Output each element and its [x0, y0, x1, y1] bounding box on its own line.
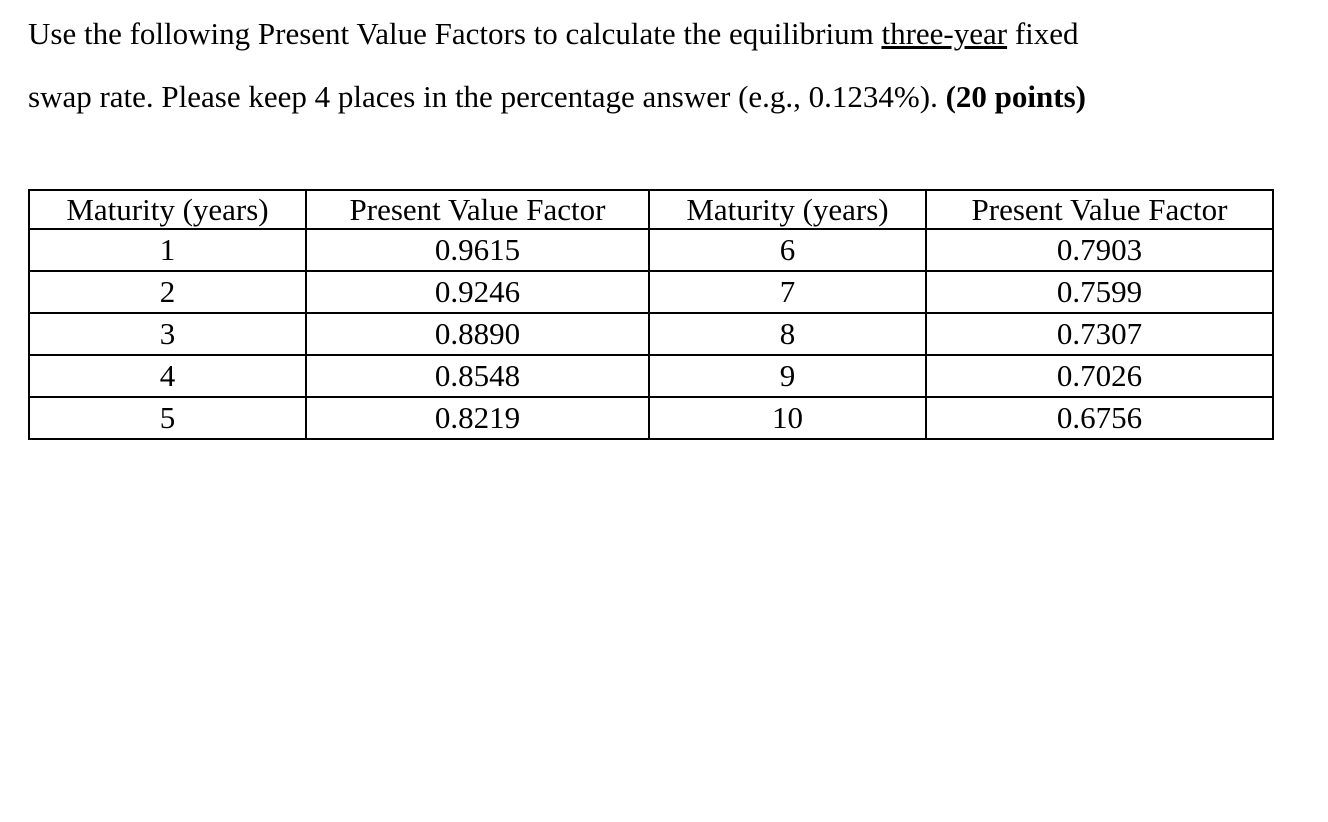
- table-header-row: Maturity (years) Present Value Factor Ma…: [28, 189, 1274, 230]
- table-row: 2 0.9246 7 0.7599: [28, 270, 1274, 314]
- table-cell-maturity: 2: [28, 270, 307, 314]
- table-cell-pvf: 0.7307: [925, 312, 1274, 356]
- table-cell-pvf: 0.8219: [305, 396, 650, 440]
- table-cell-maturity: 7: [648, 270, 927, 314]
- table-cell-pvf: 0.8548: [305, 354, 650, 398]
- table-cell-pvf: 0.7903: [925, 228, 1274, 272]
- underlined-three-year: three-year: [881, 16, 1008, 51]
- table-cell-maturity: 5: [28, 396, 307, 440]
- table-row: 5 0.8219 10 0.6756: [28, 396, 1274, 440]
- table-cell-pvf: 0.7026: [925, 354, 1274, 398]
- table-cell-pvf: 0.9615: [305, 228, 650, 272]
- table-cell-maturity: 1: [28, 228, 307, 272]
- points-label: (20 points): [945, 79, 1086, 114]
- table-cell-pvf: 0.7599: [925, 270, 1274, 314]
- table-row: 4 0.8548 9 0.7026: [28, 354, 1274, 398]
- table-cell-maturity: 9: [648, 354, 927, 398]
- question-line-2: swap rate. Please keep 4 places in the p…: [28, 65, 1328, 128]
- question-line1-part2: fixed: [1007, 16, 1079, 51]
- table-header-cell: Present Value Factor: [305, 189, 650, 230]
- table-cell-pvf: 0.6756: [925, 396, 1274, 440]
- table-cell-pvf: 0.9246: [305, 270, 650, 314]
- table-row: 1 0.9615 6 0.7903: [28, 228, 1274, 272]
- table-header-cell: Maturity (years): [28, 189, 307, 230]
- table-cell-maturity: 6: [648, 228, 927, 272]
- question-text: Use the following Present Value Factors …: [0, 0, 1328, 128]
- table-cell-maturity: 8: [648, 312, 927, 356]
- table-cell-pvf: 0.8890: [305, 312, 650, 356]
- table-row: 3 0.8890 8 0.7307: [28, 312, 1274, 356]
- question-line1-part1: Use the following Present Value Factors …: [28, 16, 882, 51]
- question-line2-part1: swap rate. Please keep 4 places in the p…: [28, 79, 946, 114]
- present-value-factor-table: Maturity (years) Present Value Factor Ma…: [28, 189, 1274, 440]
- table-header-cell: Present Value Factor: [925, 189, 1274, 230]
- table-cell-maturity: 4: [28, 354, 307, 398]
- table-cell-maturity: 10: [648, 396, 927, 440]
- table-header-cell: Maturity (years): [648, 189, 927, 230]
- table-cell-maturity: 3: [28, 312, 307, 356]
- question-line-1: Use the following Present Value Factors …: [28, 2, 1328, 65]
